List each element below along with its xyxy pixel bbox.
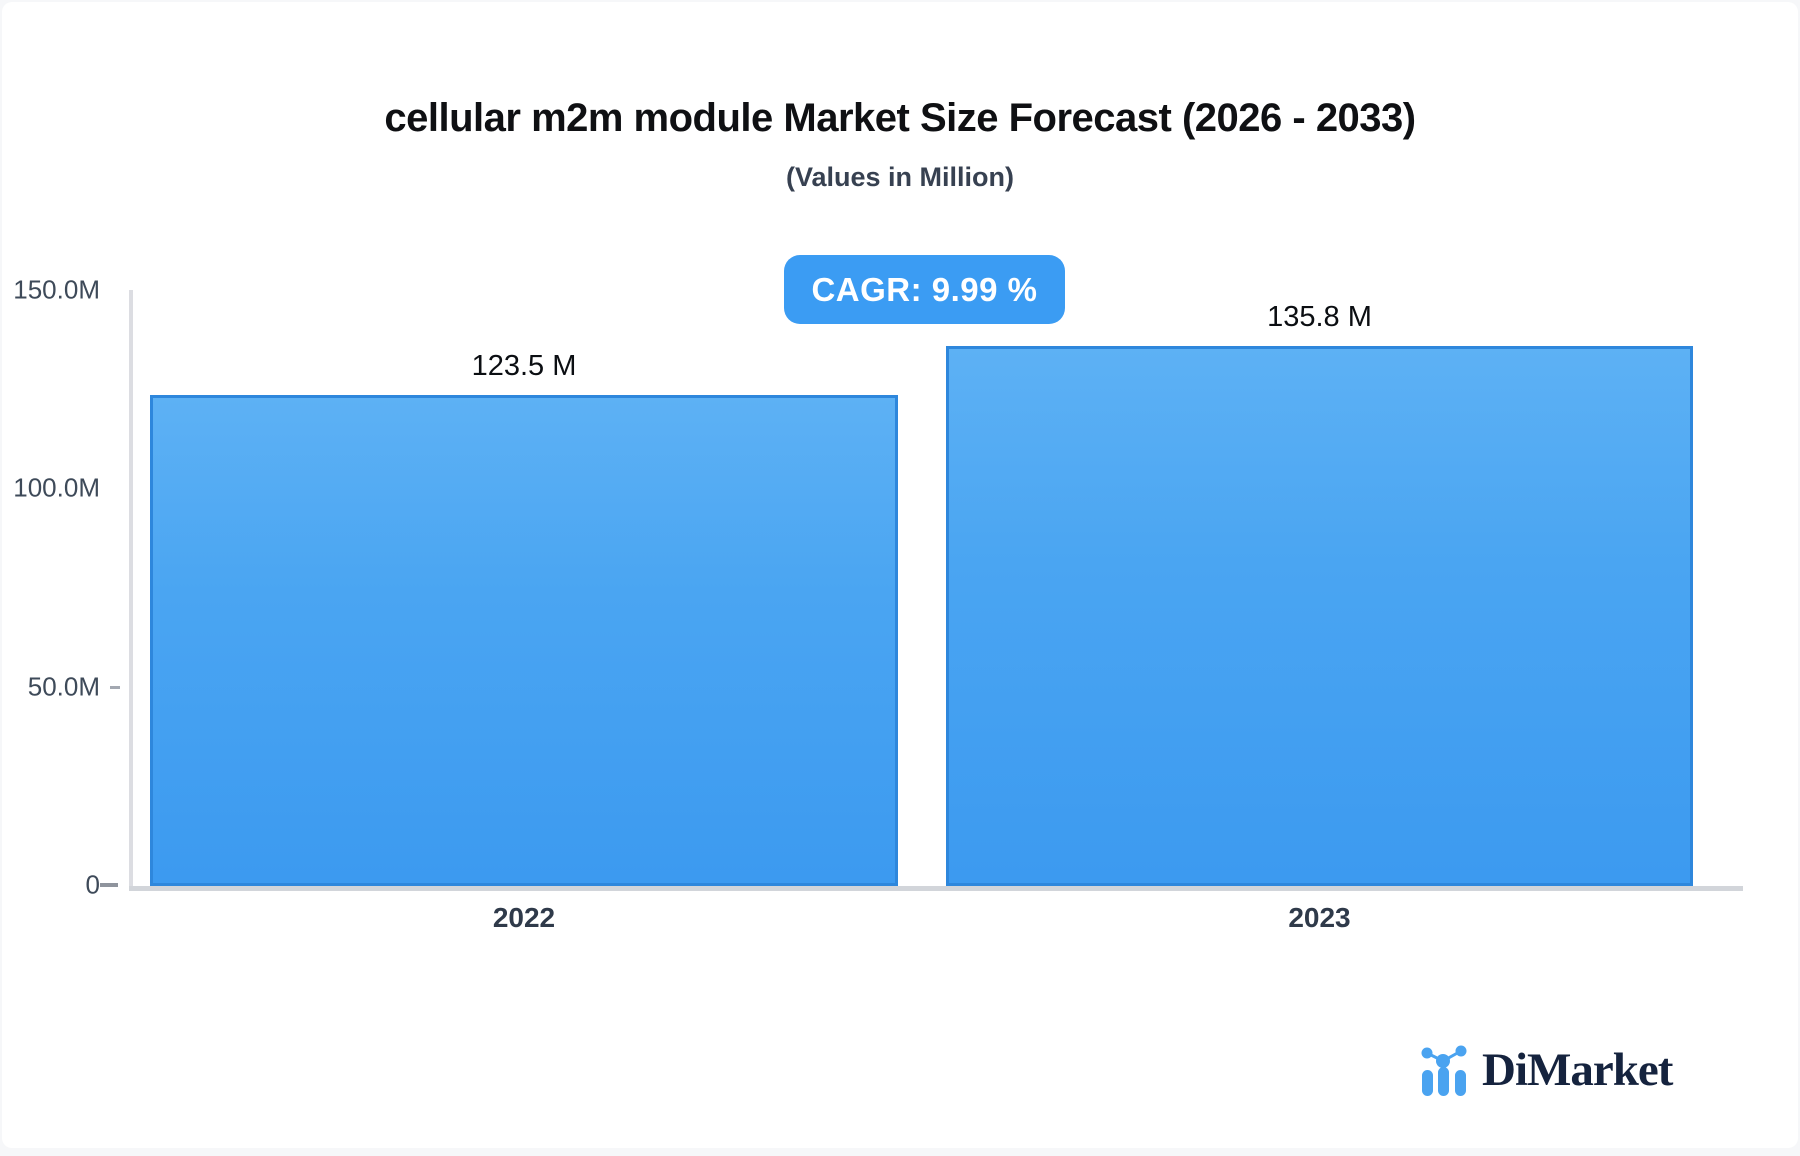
bar-2023[interactable]: 135.8 M	[946, 301, 1693, 886]
y-tick-mark-0	[100, 883, 118, 887]
x-axis-label-2022: 2022	[492, 902, 556, 933]
y-axis-line	[129, 290, 133, 890]
x-axis-line	[129, 886, 1743, 891]
y-tick-label-100: 100.0M	[13, 472, 100, 503]
bar-2022[interactable]: 123.5 M	[150, 350, 898, 886]
bar-2022-value-label: 123.5 M	[471, 350, 577, 382]
bar-2023-value-label: 135.8 M	[1267, 301, 1372, 333]
y-tick-label-150: 150.0M	[13, 274, 100, 305]
chart-title: cellular m2m module Market Size Forecast…	[384, 96, 1416, 140]
brand-name: DiMarket	[1482, 1044, 1673, 1096]
brand-logo: DiMarket	[1418, 1040, 1673, 1096]
y-tick-label-0: 0	[85, 869, 100, 900]
bar-2022-fill	[150, 395, 898, 886]
chart-subtitle: (Values in Million)	[785, 162, 1015, 192]
x-axis-label-2023: 2023	[1288, 902, 1351, 933]
y-tick-label-50: 50.0M	[27, 671, 100, 702]
bar-chart-trend-icon	[1421, 1045, 1467, 1096]
cagr-badge: CAGR: 9.99 %	[784, 255, 1065, 324]
y-tick-mark-50	[110, 686, 120, 689]
bar-2023-fill	[946, 346, 1693, 886]
cagr-badge-label: CAGR: 9.99 %	[811, 270, 1038, 308]
